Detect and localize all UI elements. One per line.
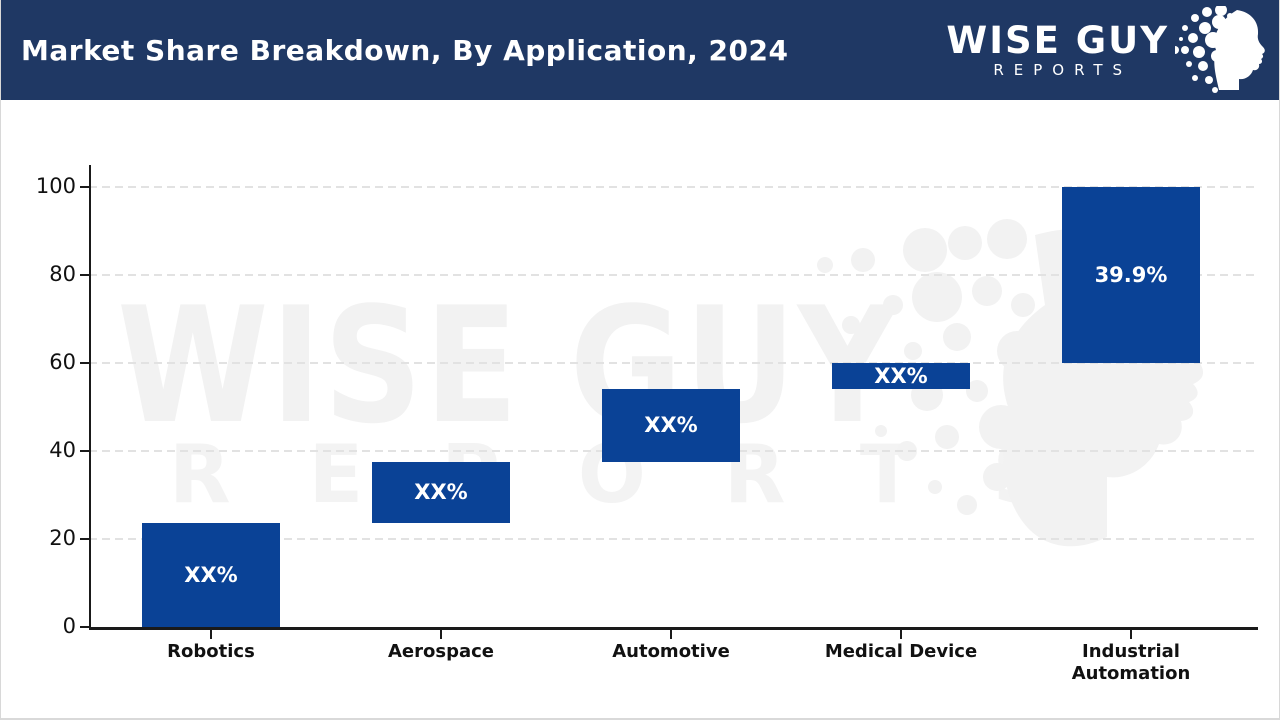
x-axis-category-label: Automotive — [612, 641, 730, 662]
bar-aerospace: XX% — [372, 461, 510, 524]
y-axis-tick-label: 0 — [62, 614, 76, 638]
y-axis-tick — [80, 274, 89, 276]
y-axis-tick-label: 100 — [35, 174, 76, 198]
y-axis-tick — [80, 626, 89, 628]
bar-value-label: 39.9% — [1094, 262, 1168, 287]
y-axis-tick — [80, 362, 89, 364]
y-axis-tick-label: 80 — [49, 262, 76, 286]
y-axis-tick-label: 60 — [49, 350, 76, 374]
brand-logo: WISE GUY REPORTS — [946, 6, 1267, 94]
x-axis-category-label: Aerospace — [387, 641, 494, 662]
y-axis-tick-label: 20 — [49, 526, 76, 550]
bar-value-label: XX% — [874, 363, 928, 388]
bar-medical-device: XX% — [832, 362, 970, 390]
x-axis-tick — [670, 630, 672, 639]
bar-robotics: XX% — [142, 523, 280, 627]
bar-value-label: XX% — [184, 563, 238, 588]
y-axis-tick — [80, 450, 89, 452]
brand-subname: REPORTS — [993, 61, 1133, 79]
x-axis-line — [89, 627, 1258, 630]
x-axis-category-label: Industrial Automation — [1071, 641, 1191, 684]
brand-logo-text: WISE GUY REPORTS — [946, 22, 1169, 78]
header: Market Share Breakdown, By Application, … — [1, 0, 1279, 100]
y-axis-tick — [80, 538, 89, 540]
brand-name: WISE GUY — [946, 19, 1169, 62]
y-axis-tick-label: 40 — [49, 438, 76, 462]
brand-head-icon — [1175, 6, 1265, 93]
bar-automotive: XX% — [602, 389, 740, 462]
bar-industrial-automation: 39.9% — [1062, 187, 1200, 363]
bar-value-label: XX% — [644, 413, 698, 438]
x-axis-tick — [440, 630, 442, 639]
y-axis-tick — [80, 186, 89, 188]
x-axis-category-label: Medical Device — [824, 641, 978, 662]
chart-title: Market Share Breakdown, By Application, … — [21, 33, 789, 67]
x-axis-category-label: Robotics — [167, 641, 255, 662]
gridline — [89, 186, 1258, 188]
gridline — [89, 274, 1258, 276]
bar-value-label: XX% — [414, 480, 468, 505]
x-axis-tick — [210, 630, 212, 639]
y-axis-line — [89, 165, 91, 630]
watermark-brand-name: WISE GUY — [117, 272, 900, 459]
gridline — [89, 538, 1258, 540]
x-axis-tick — [1130, 630, 1132, 639]
x-axis-tick — [900, 630, 902, 639]
gridline — [89, 362, 1258, 364]
